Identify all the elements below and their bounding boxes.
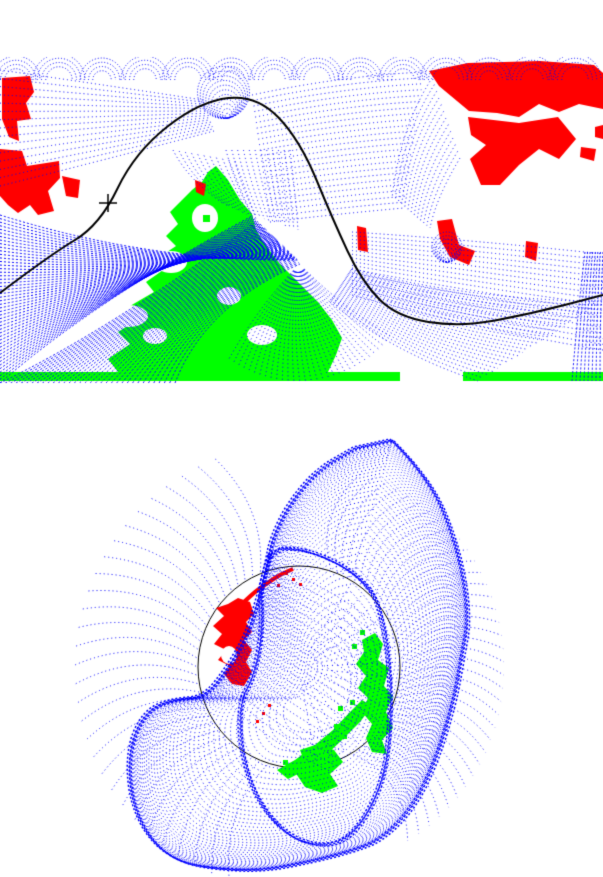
figure-page	[0, 0, 603, 877]
field-line-figure-canvas	[0, 0, 603, 877]
